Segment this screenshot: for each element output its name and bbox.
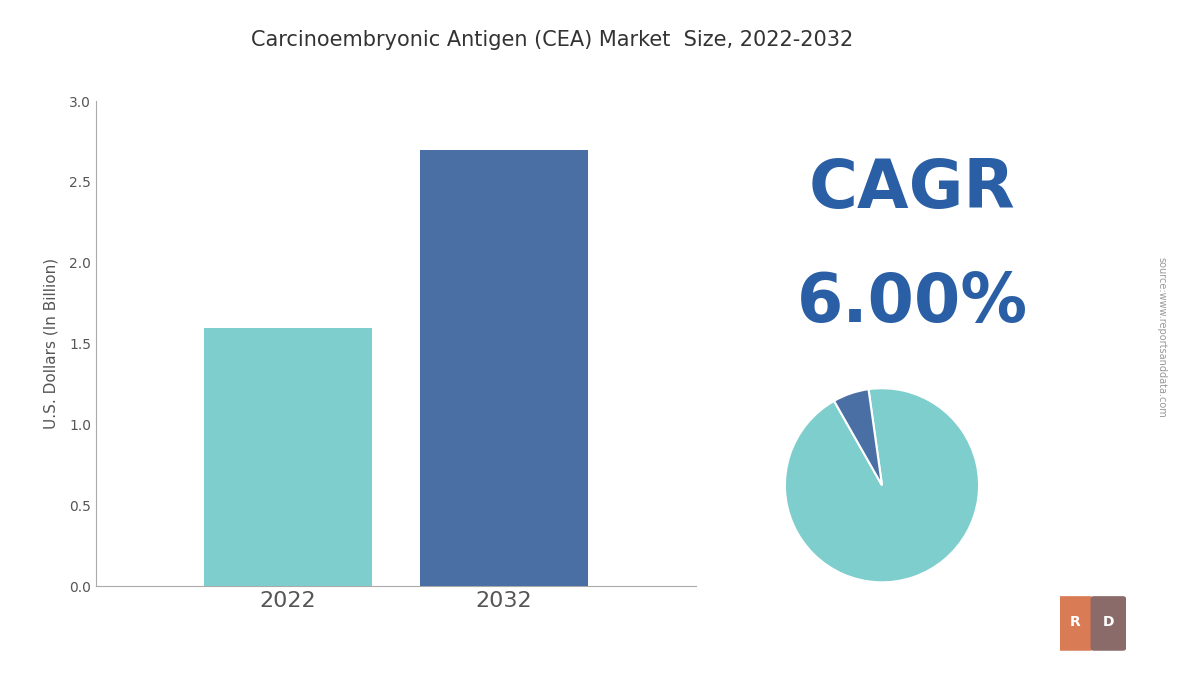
FancyBboxPatch shape [1091, 596, 1127, 651]
Text: source:www.reportsanddata.com: source:www.reportsanddata.com [1157, 257, 1166, 417]
Text: CAGR: CAGR [809, 156, 1015, 222]
Text: Carcinoembryonic Antigen (CEA) Market  Size, 2022-2032: Carcinoembryonic Antigen (CEA) Market Si… [251, 30, 853, 51]
Text: 6.00%: 6.00% [797, 270, 1027, 336]
Text: D: D [1103, 615, 1114, 630]
Bar [204, 328, 372, 586]
Wedge shape [834, 389, 882, 485]
FancyBboxPatch shape [1057, 596, 1093, 651]
Text: R: R [1070, 615, 1081, 630]
Bar [420, 150, 588, 586]
Wedge shape [785, 388, 979, 582]
Y-axis label: U.S. Dollars (In Billion): U.S. Dollars (In Billion) [43, 258, 58, 429]
